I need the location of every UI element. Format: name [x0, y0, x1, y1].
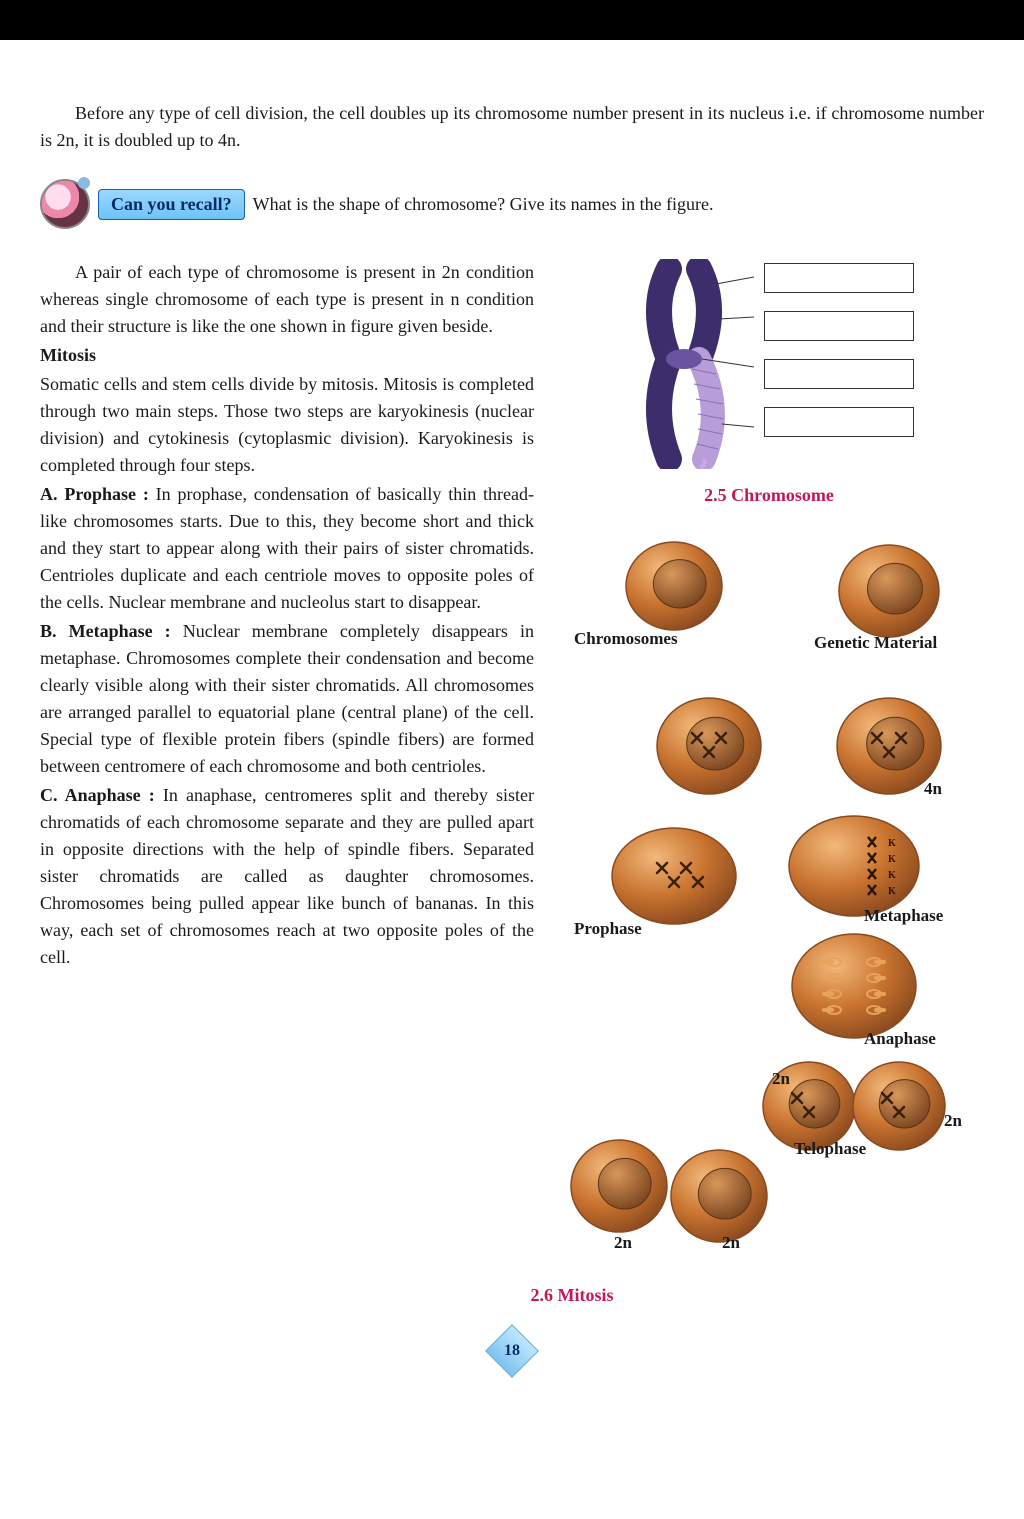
cell-anaphase	[792, 934, 916, 1038]
label-box-1[interactable]	[764, 263, 914, 293]
label-chromosomes: Chromosomes	[574, 629, 678, 648]
svg-text:K: K	[888, 854, 896, 865]
label-telophase: Telophase	[794, 1139, 867, 1158]
label-two_n_2: 2n	[944, 1111, 963, 1130]
two-column-layout: A pair of each type of chromosome is pre…	[40, 259, 984, 1281]
label-four_n: 4n	[924, 779, 943, 798]
recall-pill: Can you recall?	[98, 189, 245, 220]
heading-a: A. Prophase :	[40, 484, 149, 504]
label-genetic: Genetic Material	[814, 633, 937, 652]
page-number-diamond: 18	[487, 1326, 537, 1376]
cell-daughter-b	[671, 1150, 767, 1242]
mitosis-svg: KKKKChromosomesGenetic Material4nProphas…	[554, 536, 984, 1276]
chromosome-label-boxes	[764, 259, 914, 437]
cell-metaphase: KKKK	[789, 816, 919, 916]
label-box-3[interactable]	[764, 359, 914, 389]
thinking-girl-icon	[40, 179, 90, 229]
recall-question: What is the shape of chromosome? Give it…	[253, 194, 714, 215]
cell-prophase	[612, 828, 736, 924]
label-two_n_4: 2n	[722, 1233, 741, 1252]
label-prophase: Prophase	[574, 919, 642, 938]
heading-mitosis: Mitosis	[40, 345, 96, 365]
caption-2-6: 2.6 Mitosis	[160, 1285, 984, 1306]
para-anaphase: C. Anaphase : In anaphase, centromeres s…	[40, 782, 534, 971]
label-anaphase: Anaphase	[864, 1029, 936, 1048]
para-prophase: A. Prophase : In prophase, condensation …	[40, 481, 534, 616]
para-mitosis: Somatic cells and stem cells divide by m…	[40, 371, 534, 479]
svg-text:K: K	[888, 886, 896, 897]
text-column: A pair of each type of chromosome is pre…	[40, 259, 534, 1281]
heading-c: C. Anaphase :	[40, 785, 155, 805]
heading-b: B. Metaphase :	[40, 621, 171, 641]
para-2n: A pair of each type of chromosome is pre…	[40, 259, 534, 340]
top-black-bar	[0, 0, 1024, 40]
label-two_n_1: 2n	[772, 1069, 791, 1088]
cell-g2-left	[657, 698, 761, 794]
page-number-wrap: 18	[40, 1326, 984, 1381]
text-b: Nuclear membrane completely disappears i…	[40, 621, 534, 776]
figure-column: 2.5 Chromosome KKKKChromosomesGenetic Ma…	[554, 259, 984, 1281]
label-box-2[interactable]	[764, 311, 914, 341]
label-box-4[interactable]	[764, 407, 914, 437]
page-number: 18	[504, 1342, 520, 1360]
intro-paragraph: Before any type of cell division, the ce…	[40, 100, 984, 154]
cell-interphase-right	[839, 545, 939, 637]
label-metaphase: Metaphase	[864, 906, 944, 925]
cell-interphase-left	[626, 542, 722, 630]
chromosome-figure	[624, 259, 914, 469]
cell-telophase-b	[853, 1062, 945, 1150]
para-metaphase: B. Metaphase : Nuclear membrane complete…	[40, 618, 534, 780]
label-two_n_3: 2n	[614, 1233, 633, 1252]
mitosis-diagram: KKKKChromosomesGenetic Material4nProphas…	[554, 536, 984, 1281]
chromosome-svg	[624, 259, 754, 469]
cell-daughter-a	[571, 1140, 667, 1232]
page-content: Before any type of cell division, the ce…	[0, 40, 1024, 1401]
recall-row: Can you recall? What is the shape of chr…	[40, 179, 984, 229]
svg-text:K: K	[888, 838, 896, 849]
svg-text:K: K	[888, 870, 896, 881]
caption-2-5: 2.5 Chromosome	[704, 485, 834, 506]
text-c: In anaphase, centromeres split and there…	[40, 785, 534, 967]
